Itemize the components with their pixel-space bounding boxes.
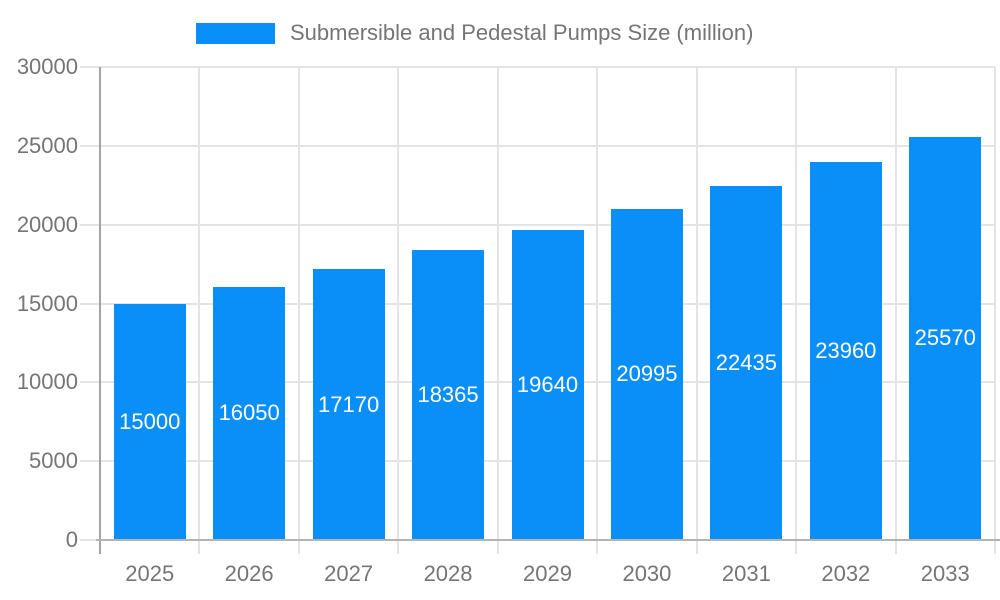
- bar: [710, 186, 783, 540]
- bar: [809, 162, 882, 540]
- bar-value-label: 22435: [715, 350, 777, 376]
- y-tick-label: 15000: [16, 290, 78, 316]
- x-gridline: [596, 67, 599, 554]
- y-axis-line: [99, 67, 101, 554]
- bar-value-label: 20995: [616, 361, 678, 387]
- x-tick-label: 2028: [423, 561, 473, 586]
- bar: [511, 230, 584, 540]
- x-gridline: [894, 67, 897, 554]
- x-gridline: [795, 67, 798, 554]
- bar: [213, 286, 286, 540]
- x-gridline: [198, 67, 201, 554]
- y-tick-label: 0: [65, 527, 78, 552]
- x-tick-label: 2027: [324, 561, 374, 586]
- x-gridline: [297, 67, 300, 554]
- bar: [312, 269, 385, 540]
- x-gridline: [496, 67, 499, 554]
- x-tick-label: 2031: [721, 561, 771, 586]
- bar: [909, 136, 982, 540]
- bar-value-label: 17170: [318, 391, 380, 417]
- y-tick-label: 5000: [29, 448, 78, 474]
- y-gridline: [80, 223, 995, 226]
- y-gridline: [80, 66, 995, 68]
- x-tick-label: 2033: [920, 561, 970, 586]
- x-gridline: [994, 67, 996, 554]
- x-tick-label: 2032: [821, 561, 871, 586]
- x-gridline: [695, 67, 698, 554]
- x-axis-line: [96, 539, 1000, 541]
- chart-legend: Submersible and Pedestal Pumps Size (mil…: [196, 18, 753, 48]
- x-tick-label: 2026: [224, 561, 274, 586]
- y-tick-label: 25000: [16, 132, 78, 158]
- y-tick-label: 30000: [16, 54, 78, 79]
- bar-value-label: 23960: [815, 338, 877, 364]
- legend-swatch: [196, 22, 275, 44]
- bar-value-label: 15000: [119, 408, 181, 434]
- y-tick-label: 20000: [16, 211, 78, 237]
- bar: [610, 208, 683, 540]
- bar: [113, 303, 186, 540]
- bar-value-label: 16050: [218, 400, 280, 426]
- bar-value-label: 18365: [417, 382, 479, 408]
- bar-value-label: 19640: [516, 372, 579, 398]
- x-gridline: [397, 67, 400, 554]
- y-gridline: [80, 144, 995, 147]
- x-tick-label: 2030: [622, 561, 672, 586]
- bar-value-label: 25570: [914, 325, 976, 351]
- x-tick-label: 2029: [523, 561, 572, 586]
- x-tick-label: 2025: [125, 561, 175, 586]
- legend-label: Submersible and Pedestal Pumps Size (mil…: [290, 20, 754, 45]
- bar: [412, 250, 485, 540]
- y-tick-label: 10000: [16, 369, 78, 395]
